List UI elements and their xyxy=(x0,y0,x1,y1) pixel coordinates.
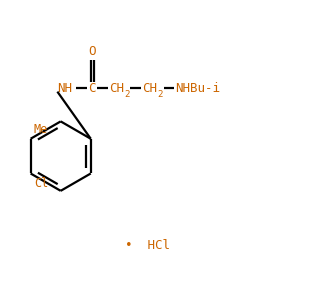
Text: NHBu-i: NHBu-i xyxy=(175,82,220,95)
Text: CH: CH xyxy=(109,82,124,95)
Text: NH: NH xyxy=(57,82,72,95)
Text: CH: CH xyxy=(142,82,157,95)
Text: C: C xyxy=(88,82,96,95)
Text: Me: Me xyxy=(33,123,48,136)
Text: 2: 2 xyxy=(125,90,130,100)
Text: Cl: Cl xyxy=(34,177,48,190)
Text: 2: 2 xyxy=(158,90,163,100)
Text: O: O xyxy=(89,45,96,58)
Text: •  HCl: • HCl xyxy=(125,239,170,252)
